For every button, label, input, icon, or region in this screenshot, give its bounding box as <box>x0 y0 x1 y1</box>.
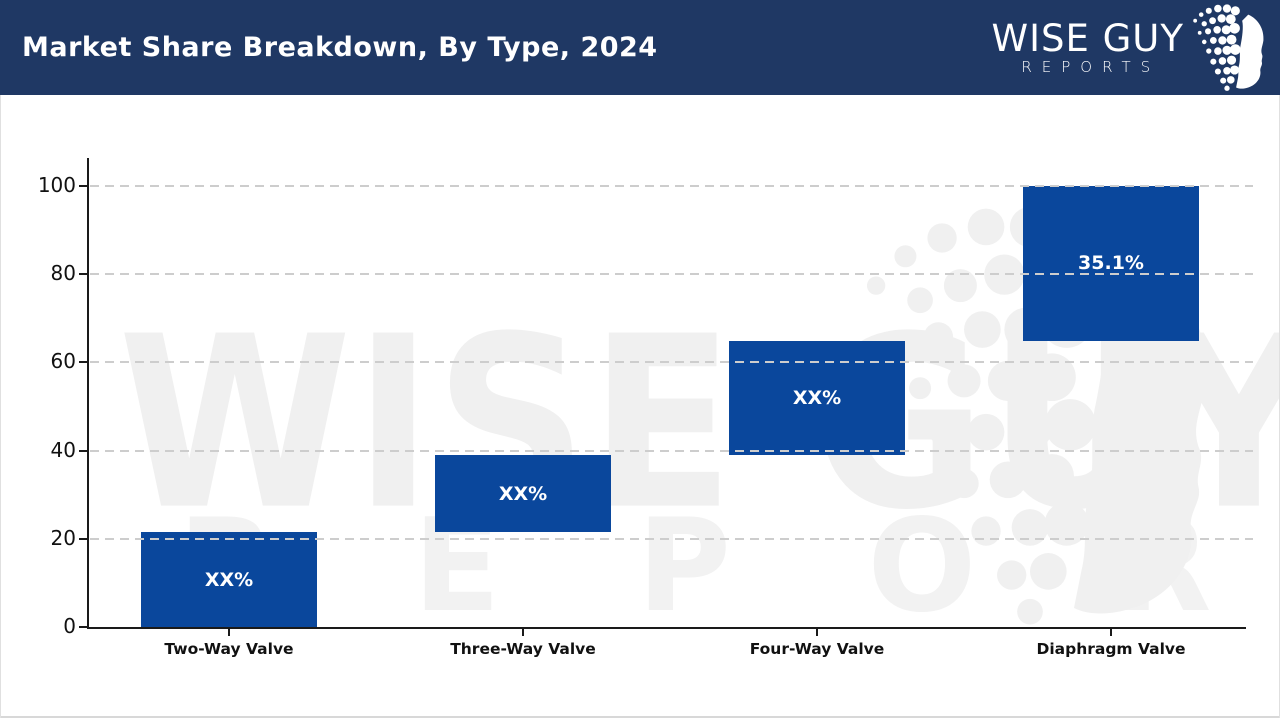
y-tick-mark <box>79 537 88 540</box>
bar-value-label: XX% <box>204 568 254 591</box>
bottom-border-line <box>0 716 1280 718</box>
logo-subtitle: REPORTS <box>1021 58 1161 76</box>
gridline-80 <box>90 273 1253 276</box>
y-axis-line <box>87 158 89 629</box>
y-tick-mark <box>79 449 88 452</box>
x-tick-mark <box>228 629 230 636</box>
x-category-label: Four-Way Valve <box>749 640 885 658</box>
y-tick-mark <box>79 273 88 276</box>
left-border-line <box>0 95 1 718</box>
y-tick-label: 20 <box>50 525 76 550</box>
gridline-60 <box>90 361 1253 364</box>
y-tick-mark <box>79 626 88 628</box>
x-tick-mark <box>522 629 524 636</box>
y-tick-label: 60 <box>50 349 76 374</box>
y-tick-label: 80 <box>50 261 76 286</box>
y-tick-label: 40 <box>50 437 76 462</box>
bar-diaphragm-valve: 35.1% <box>1023 186 1199 341</box>
bar-four-way-valve: XX% <box>729 340 905 455</box>
bar-two-way-valve: XX% <box>141 532 317 627</box>
y-tick-mark <box>79 185 88 187</box>
bar-value-label: 35.1% <box>1078 252 1144 275</box>
y-tick-label: 100 <box>37 173 76 197</box>
bar-value-label: XX% <box>498 482 548 505</box>
logo-dotted-head-icon <box>1193 3 1264 91</box>
gridline-40 <box>90 449 1253 452</box>
wise-guy-reports-logo: WISE GUY REPORTS <box>991 3 1280 92</box>
y-tick-mark <box>79 361 88 364</box>
gridline-100 <box>90 185 1253 187</box>
y-tick-label: 0 <box>63 614 76 638</box>
x-category-label: Diaphragm Valve <box>1036 640 1186 658</box>
report-header: Market Share Breakdown, By Type, 2024 WI… <box>0 0 1280 95</box>
x-category-label: Three-Way Valve <box>450 640 596 658</box>
gridline-20 <box>90 537 1253 540</box>
x-tick-mark <box>816 629 818 636</box>
bar-three-way-valve: XX% <box>435 455 611 533</box>
x-axis-line <box>87 627 1246 629</box>
x-category-label: Two-Way Valve <box>164 640 294 658</box>
x-tick-mark <box>1110 629 1112 636</box>
bar-value-label: XX% <box>792 386 842 409</box>
logo-wordmark: WISE GUY <box>991 17 1184 60</box>
page-title: Market Share Breakdown, By Type, 2024 <box>22 32 658 63</box>
